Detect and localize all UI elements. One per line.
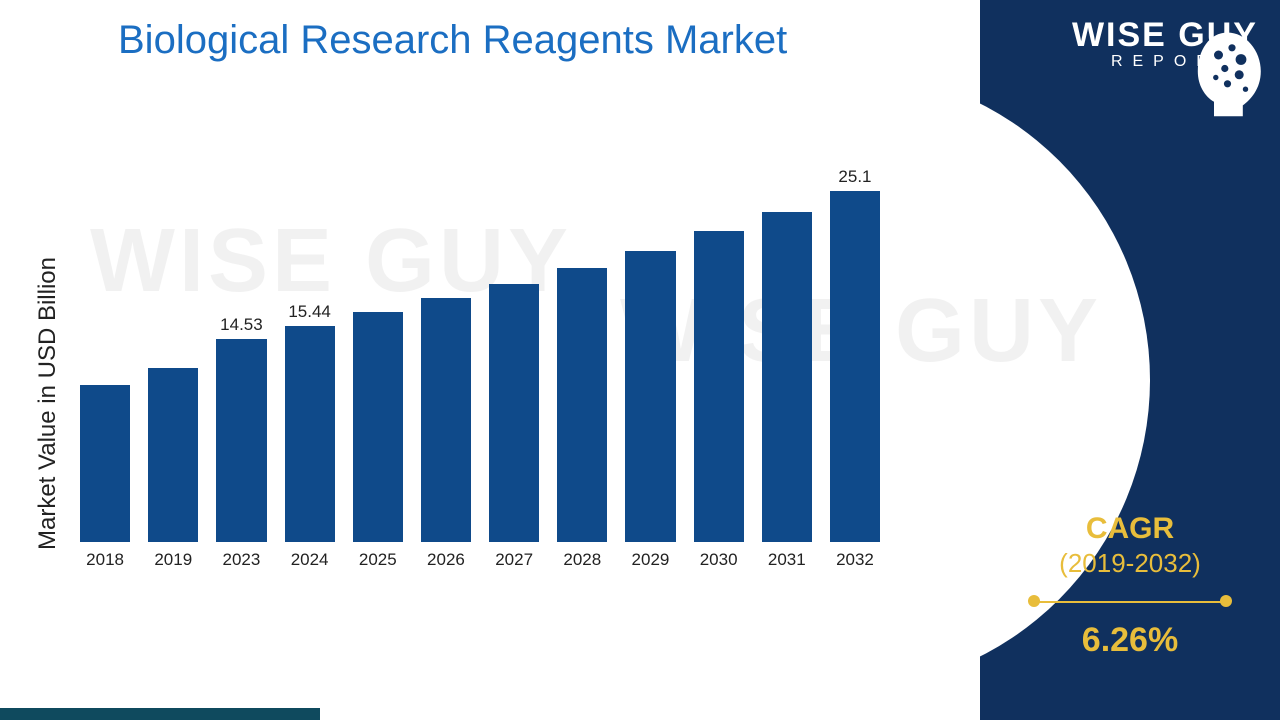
bar-2028 bbox=[557, 244, 607, 542]
x-tick-label: 2018 bbox=[80, 550, 130, 570]
bar-container: 14.53 15.44 25.1 bbox=[80, 150, 880, 542]
bar-2024: 15.44 bbox=[285, 302, 335, 542]
x-tick-label: 2031 bbox=[762, 550, 812, 570]
x-axis: 2018 2019 2023 2024 2025 2026 2027 2028 2029 2030… bbox=[80, 550, 880, 570]
bar bbox=[353, 312, 403, 542]
bar bbox=[762, 212, 812, 542]
bar-value-label: 25.1 bbox=[838, 167, 871, 187]
bar bbox=[216, 339, 266, 542]
bar-2019 bbox=[148, 344, 198, 542]
bar bbox=[557, 268, 607, 542]
bar bbox=[489, 284, 539, 542]
brand-logo: WISE GUY REPORTS bbox=[1072, 18, 1258, 70]
stage: WISE GUY WISE GUY Biological Research Re… bbox=[0, 0, 1280, 720]
bar bbox=[80, 385, 130, 542]
bar-2023: 14.53 bbox=[216, 315, 266, 542]
bar-value-label: 15.44 bbox=[288, 302, 331, 322]
x-tick-label: 2027 bbox=[489, 550, 539, 570]
bar-2026 bbox=[421, 274, 471, 542]
bar-2030 bbox=[694, 207, 744, 542]
head-icon bbox=[1178, 28, 1268, 118]
bottom-accent-bar bbox=[0, 708, 320, 720]
cagr-value: 6.26% bbox=[1010, 621, 1250, 660]
bar-2025 bbox=[353, 288, 403, 542]
chart-plot: 14.5315.4425.1 2018201920232024202520262… bbox=[80, 150, 880, 570]
bar-2029 bbox=[625, 227, 675, 542]
bar-value-label: 14.53 bbox=[220, 315, 263, 335]
x-tick-label: 2029 bbox=[625, 550, 675, 570]
bar bbox=[694, 231, 744, 542]
bar bbox=[285, 326, 335, 542]
cagr-box: CAGR (2019-2032) 6.26% bbox=[1010, 512, 1250, 660]
bar bbox=[830, 191, 880, 542]
bar bbox=[625, 251, 675, 542]
x-tick-label: 2032 bbox=[830, 550, 880, 570]
bar-2032: 25.1 bbox=[830, 167, 880, 542]
bar-2031 bbox=[762, 188, 812, 542]
cagr-label: CAGR bbox=[1010, 512, 1250, 546]
y-axis-label: Market Value in USD Billion bbox=[34, 257, 62, 550]
x-tick-label: 2030 bbox=[694, 550, 744, 570]
x-tick-label: 2019 bbox=[148, 550, 198, 570]
chart-title: Biological Research Reagents Market bbox=[118, 18, 787, 63]
bar bbox=[148, 368, 198, 542]
x-tick-label: 2024 bbox=[285, 550, 335, 570]
bar bbox=[421, 298, 471, 542]
bar-2018 bbox=[80, 361, 130, 542]
cagr-period: (2019-2032) bbox=[1010, 548, 1250, 579]
x-tick-label: 2025 bbox=[353, 550, 403, 570]
x-tick-label: 2026 bbox=[421, 550, 471, 570]
cagr-divider bbox=[1030, 593, 1230, 611]
bar-2027 bbox=[489, 260, 539, 542]
x-tick-label: 2023 bbox=[216, 550, 266, 570]
x-tick-label: 2028 bbox=[557, 550, 607, 570]
